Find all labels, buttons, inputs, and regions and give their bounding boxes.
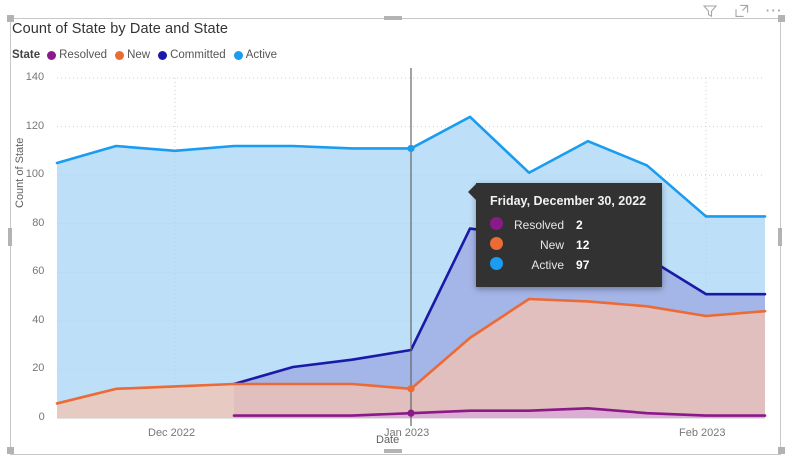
legend-label-active: Active: [245, 49, 278, 61]
resize-handle-top-right[interactable]: [778, 15, 785, 22]
tooltip-arrow: [468, 183, 477, 201]
legend-title: State: [12, 49, 41, 61]
tooltip-label-new: New: [540, 238, 565, 252]
resize-handle-middle-right[interactable]: [778, 228, 782, 246]
y-axis-tick: 60: [32, 265, 45, 278]
resize-handle-top-center[interactable]: [384, 16, 402, 20]
legend-item-active[interactable]: Active: [233, 49, 278, 61]
legend-label-resolved: Resolved: [59, 49, 108, 61]
chart-tooltip: Friday, December 30, 2022 Resolved 2 New…: [476, 183, 663, 287]
tooltip-row-active: Active 97: [490, 255, 589, 275]
x-axis-tick: Jan 2023: [384, 427, 430, 439]
legend-item-new[interactable]: New: [115, 49, 150, 61]
tooltip-label-active: Active: [531, 258, 565, 272]
tooltip-title: Friday, December 30, 2022: [490, 194, 647, 208]
tooltip-value-resolved: 2: [576, 218, 583, 232]
legend-item-resolved[interactable]: Resolved: [47, 49, 107, 61]
legend-item-committed[interactable]: Committed: [158, 49, 226, 61]
tooltip-swatch-active: [490, 257, 503, 270]
more-options-icon[interactable]: ⋯: [765, 2, 783, 20]
tooltip-label-resolved: Resolved: [514, 218, 565, 232]
resize-handle-bottom-right[interactable]: [778, 447, 785, 454]
y-axis-tick: 100: [25, 168, 45, 181]
y-axis-tick: 80: [32, 216, 45, 229]
tooltip-value-active: 97: [576, 258, 590, 272]
resize-handle-middle-left[interactable]: [8, 228, 12, 246]
legend-label-committed: Committed: [170, 49, 226, 61]
y-axis-tick: 0: [38, 411, 45, 423]
legend-swatch-active: [233, 50, 243, 60]
x-axis-title: Date: [376, 434, 400, 446]
tooltip-row-new: New 12: [490, 235, 589, 255]
tooltip-row-resolved: Resolved 2: [490, 215, 589, 235]
tooltip-swatch-resolved: [490, 217, 503, 230]
x-axis-tick: Feb 2023: [679, 427, 726, 439]
resize-handle-top-left[interactable]: [7, 15, 14, 22]
visual-header-toolbar[interactable]: ⋯: [701, 2, 783, 20]
legend-swatch-committed: [158, 50, 168, 60]
chart-visual-container[interactable]: [10, 18, 781, 455]
x-axis-tick: Dec 2022: [148, 427, 196, 439]
y-axis-tick: 120: [25, 119, 45, 132]
tooltip-rows: Resolved 2 New 12 Active 97: [490, 215, 589, 275]
resize-handle-bottom-center[interactable]: [384, 449, 402, 453]
focus-mode-icon[interactable]: [733, 2, 751, 20]
y-axis-tick: 140: [25, 71, 45, 83]
legend-swatch-resolved: [47, 50, 57, 60]
filter-icon[interactable]: [701, 2, 719, 20]
y-axis-tick: 20: [32, 362, 45, 375]
more-options-glyph: ⋯: [764, 1, 784, 20]
legend-swatch-new: [115, 50, 125, 60]
y-axis-title: Count of State: [14, 137, 26, 208]
page-title: Count of State by Date and State: [12, 21, 229, 37]
resize-handle-bottom-left[interactable]: [7, 447, 14, 454]
tooltip-value-new: 12: [576, 238, 590, 252]
y-axis-tick: 40: [32, 313, 45, 326]
legend-label-new: New: [127, 49, 151, 61]
tooltip-swatch-new: [490, 237, 503, 250]
chart-legend[interactable]: State Resolved New Committed Active: [12, 49, 285, 61]
